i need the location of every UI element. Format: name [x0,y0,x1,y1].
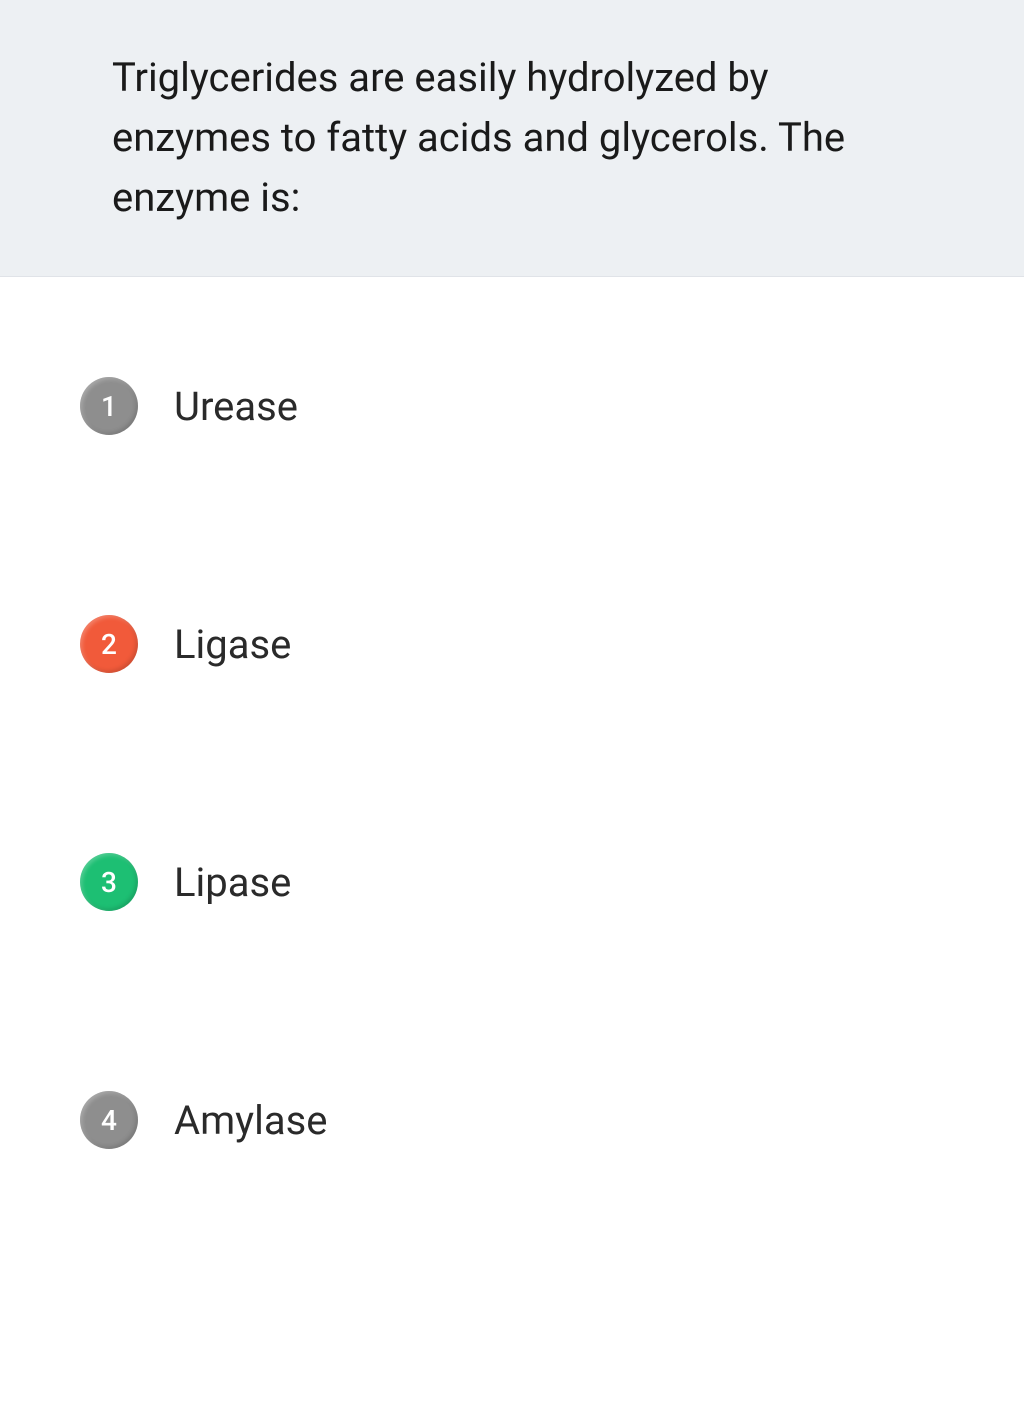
question-header: Triglycerides are easily hydrolyzed by e… [0,0,1024,277]
option-badge-3: 3 [80,853,138,911]
options-container: 1 Urease 2 Ligase 3 Lipase 4 Amylase [0,277,1024,1407]
option-1[interactable]: 1 Urease [80,377,944,435]
option-label-1: Urease [174,383,298,430]
option-label-2: Ligase [174,621,291,668]
option-label-3: Lipase [174,859,291,906]
option-badge-4: 4 [80,1091,138,1149]
question-text: Triglycerides are easily hydrolyzed by e… [112,48,924,228]
option-badge-1: 1 [80,377,138,435]
option-2[interactable]: 2 Ligase [80,615,944,673]
option-label-4: Amylase [174,1097,327,1144]
option-3[interactable]: 3 Lipase [80,853,944,911]
option-4[interactable]: 4 Amylase [80,1091,944,1149]
option-badge-2: 2 [80,615,138,673]
